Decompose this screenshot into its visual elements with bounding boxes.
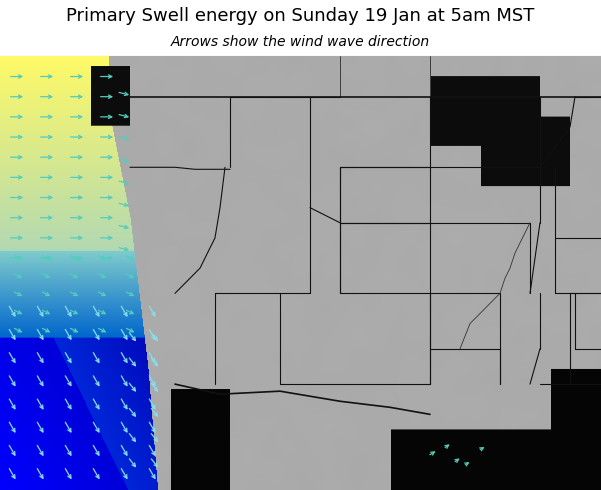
- Text: Primary Swell energy on Sunday 19 Jan at 5am MST: Primary Swell energy on Sunday 19 Jan at…: [66, 7, 535, 25]
- Text: Arrows show the wind wave direction: Arrows show the wind wave direction: [171, 35, 430, 49]
